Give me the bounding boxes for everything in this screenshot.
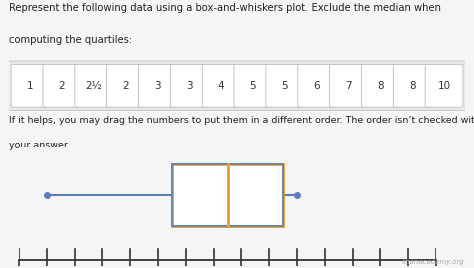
Text: 3: 3 <box>186 81 192 91</box>
Text: your answer.: your answer. <box>9 140 71 150</box>
Text: 8: 8 <box>377 81 383 91</box>
FancyBboxPatch shape <box>11 64 49 107</box>
Text: 5: 5 <box>250 81 256 91</box>
FancyBboxPatch shape <box>298 64 336 107</box>
FancyBboxPatch shape <box>425 64 463 107</box>
Text: 2½: 2½ <box>85 81 102 91</box>
Bar <box>172 164 283 226</box>
Text: 2: 2 <box>122 81 129 91</box>
FancyBboxPatch shape <box>138 64 176 107</box>
Bar <box>172 164 283 226</box>
FancyBboxPatch shape <box>202 64 240 107</box>
FancyBboxPatch shape <box>107 64 145 107</box>
FancyBboxPatch shape <box>7 61 467 110</box>
FancyBboxPatch shape <box>43 64 81 107</box>
Text: 1: 1 <box>27 81 33 91</box>
FancyBboxPatch shape <box>393 64 431 107</box>
Text: Represent the following data using a box-and-whiskers plot. Exclude the median w: Represent the following data using a box… <box>9 3 441 13</box>
Text: 8: 8 <box>409 81 416 91</box>
Text: 7: 7 <box>345 81 352 91</box>
FancyBboxPatch shape <box>266 64 304 107</box>
Text: 6: 6 <box>313 81 320 91</box>
Text: 4: 4 <box>218 81 224 91</box>
Text: 10: 10 <box>438 81 451 91</box>
Text: 3: 3 <box>154 81 161 91</box>
FancyBboxPatch shape <box>329 64 367 107</box>
FancyBboxPatch shape <box>170 64 208 107</box>
FancyBboxPatch shape <box>234 64 272 107</box>
Text: computing the quartiles:: computing the quartiles: <box>9 35 133 45</box>
FancyBboxPatch shape <box>75 64 112 107</box>
Text: 5: 5 <box>282 81 288 91</box>
Text: khanacademy.org: khanacademy.org <box>402 259 465 265</box>
FancyBboxPatch shape <box>362 64 399 107</box>
Text: 2: 2 <box>58 81 65 91</box>
Text: If it helps, you may drag the numbers to put them in a different order. The orde: If it helps, you may drag the numbers to… <box>9 116 474 125</box>
